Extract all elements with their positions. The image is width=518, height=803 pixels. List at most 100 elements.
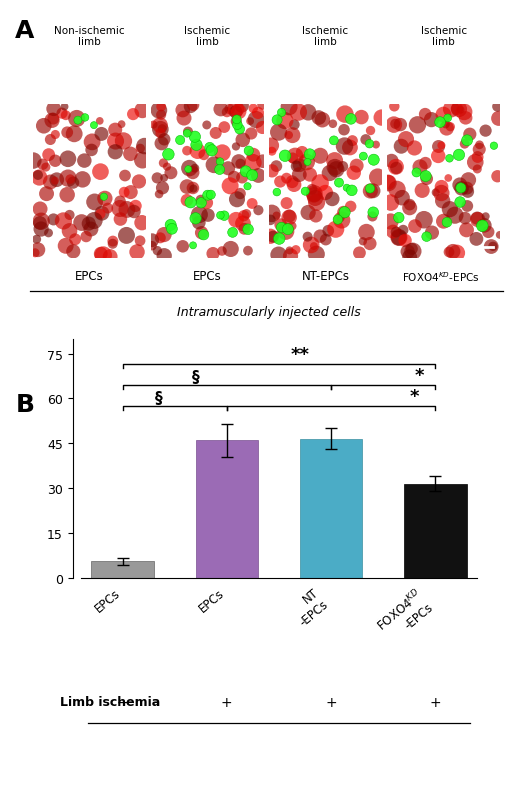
Point	[460, 106, 468, 119]
Point	[428, 226, 436, 239]
Point	[235, 106, 243, 119]
Point	[306, 169, 314, 181]
Point	[304, 157, 312, 169]
Point	[74, 115, 82, 128]
Point	[259, 156, 267, 169]
Text: §: §	[192, 369, 199, 385]
Point	[191, 162, 199, 175]
Point	[312, 197, 321, 210]
Point	[366, 185, 375, 198]
Point	[136, 143, 145, 156]
Point	[378, 112, 386, 124]
Point	[362, 134, 370, 147]
Point	[312, 210, 320, 223]
Point	[51, 155, 60, 168]
Point	[192, 213, 200, 226]
Point	[493, 170, 501, 183]
Point	[132, 200, 140, 213]
Point	[160, 229, 168, 242]
Point	[51, 129, 60, 142]
Point	[406, 251, 414, 264]
Bar	[300, 439, 362, 578]
Point	[310, 188, 319, 201]
Point	[209, 248, 217, 261]
Point	[456, 104, 465, 117]
Point	[244, 145, 253, 158]
Point	[291, 150, 299, 163]
Point	[159, 182, 167, 195]
Point	[65, 210, 74, 222]
Point	[463, 200, 471, 213]
Point	[183, 181, 191, 194]
Point	[58, 108, 66, 120]
Point	[412, 167, 421, 180]
Point	[266, 230, 275, 243]
Point	[203, 120, 211, 132]
Point	[451, 210, 459, 222]
Point	[316, 150, 324, 163]
Point	[240, 210, 248, 223]
Point	[109, 238, 117, 251]
Point	[37, 215, 45, 228]
Point	[238, 172, 246, 185]
Point	[140, 141, 149, 153]
Point	[321, 187, 329, 200]
Point	[392, 162, 400, 175]
Point	[455, 149, 463, 162]
Point	[183, 145, 191, 158]
Point	[366, 125, 375, 138]
Point	[413, 119, 422, 132]
Point	[267, 140, 276, 153]
Point	[312, 248, 321, 261]
Point	[148, 240, 156, 253]
Point	[461, 138, 469, 151]
Point	[384, 177, 393, 190]
Point	[49, 214, 57, 226]
Point	[236, 158, 244, 171]
Point	[45, 149, 53, 162]
Point	[50, 104, 58, 116]
Point	[395, 232, 403, 245]
Point	[439, 109, 448, 122]
Point	[341, 108, 349, 121]
Point	[399, 224, 407, 237]
Point	[357, 112, 366, 124]
Point	[40, 120, 48, 133]
Point	[64, 153, 72, 166]
Point	[116, 214, 124, 226]
Point	[411, 220, 419, 233]
Point	[123, 204, 131, 217]
Point	[437, 140, 445, 153]
Text: Limb ischemia: Limb ischemia	[60, 695, 161, 708]
Text: *: *	[410, 388, 419, 406]
Point	[453, 247, 461, 260]
Point	[314, 112, 323, 124]
Point	[254, 108, 262, 120]
Text: §: §	[155, 390, 163, 406]
Text: B: B	[16, 393, 34, 417]
Point	[472, 233, 481, 246]
Point	[247, 128, 255, 141]
Point	[437, 181, 445, 194]
Point	[304, 231, 312, 244]
Point	[372, 139, 380, 152]
Point	[130, 206, 138, 218]
Point	[453, 104, 461, 116]
Point	[158, 123, 166, 136]
Point	[100, 191, 108, 204]
Point	[218, 245, 226, 258]
Point	[148, 234, 156, 247]
Point	[353, 160, 361, 173]
Point	[233, 194, 241, 206]
Point	[208, 145, 216, 157]
Text: Intramuscularly injected cells: Intramuscularly injected cells	[177, 306, 361, 319]
Text: EPCs: EPCs	[75, 270, 104, 283]
Point	[456, 179, 464, 192]
Point	[347, 113, 355, 126]
Point	[269, 231, 277, 244]
Point	[369, 206, 378, 219]
Point	[328, 194, 336, 206]
Point	[116, 203, 124, 216]
Point	[239, 218, 247, 230]
Point	[80, 155, 89, 168]
